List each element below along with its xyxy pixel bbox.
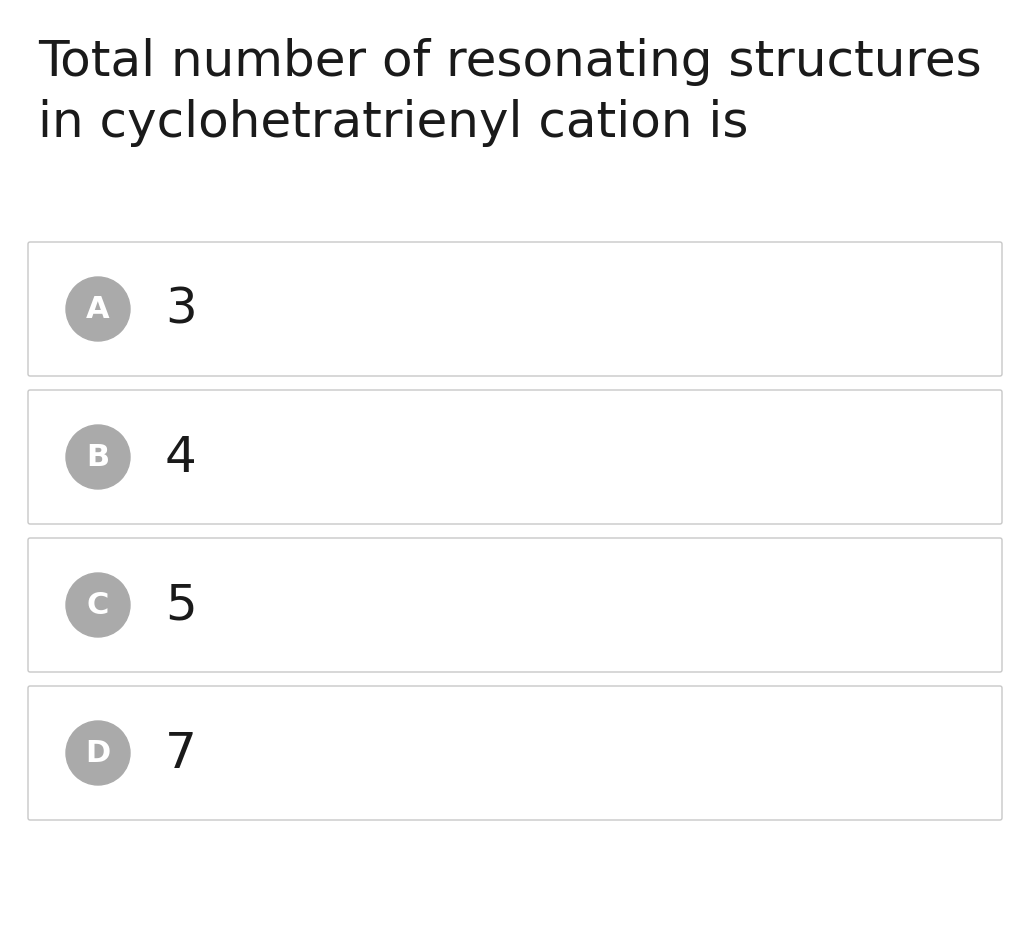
Text: C: C xyxy=(87,590,110,620)
FancyBboxPatch shape xyxy=(28,243,1002,376)
Text: D: D xyxy=(85,739,111,768)
Circle shape xyxy=(66,721,130,785)
Text: A: A xyxy=(86,295,110,324)
FancyBboxPatch shape xyxy=(28,539,1002,672)
Circle shape xyxy=(66,425,130,489)
Text: 4: 4 xyxy=(165,434,197,481)
Text: 7: 7 xyxy=(165,730,197,777)
Text: 3: 3 xyxy=(165,286,197,334)
Circle shape xyxy=(66,278,130,342)
Text: 5: 5 xyxy=(165,581,197,629)
Circle shape xyxy=(66,574,130,638)
Text: Total number of resonating structures
in cyclohetratrienyl cation is: Total number of resonating structures in… xyxy=(38,38,982,147)
FancyBboxPatch shape xyxy=(28,390,1002,525)
FancyBboxPatch shape xyxy=(28,686,1002,820)
Text: B: B xyxy=(86,443,110,472)
